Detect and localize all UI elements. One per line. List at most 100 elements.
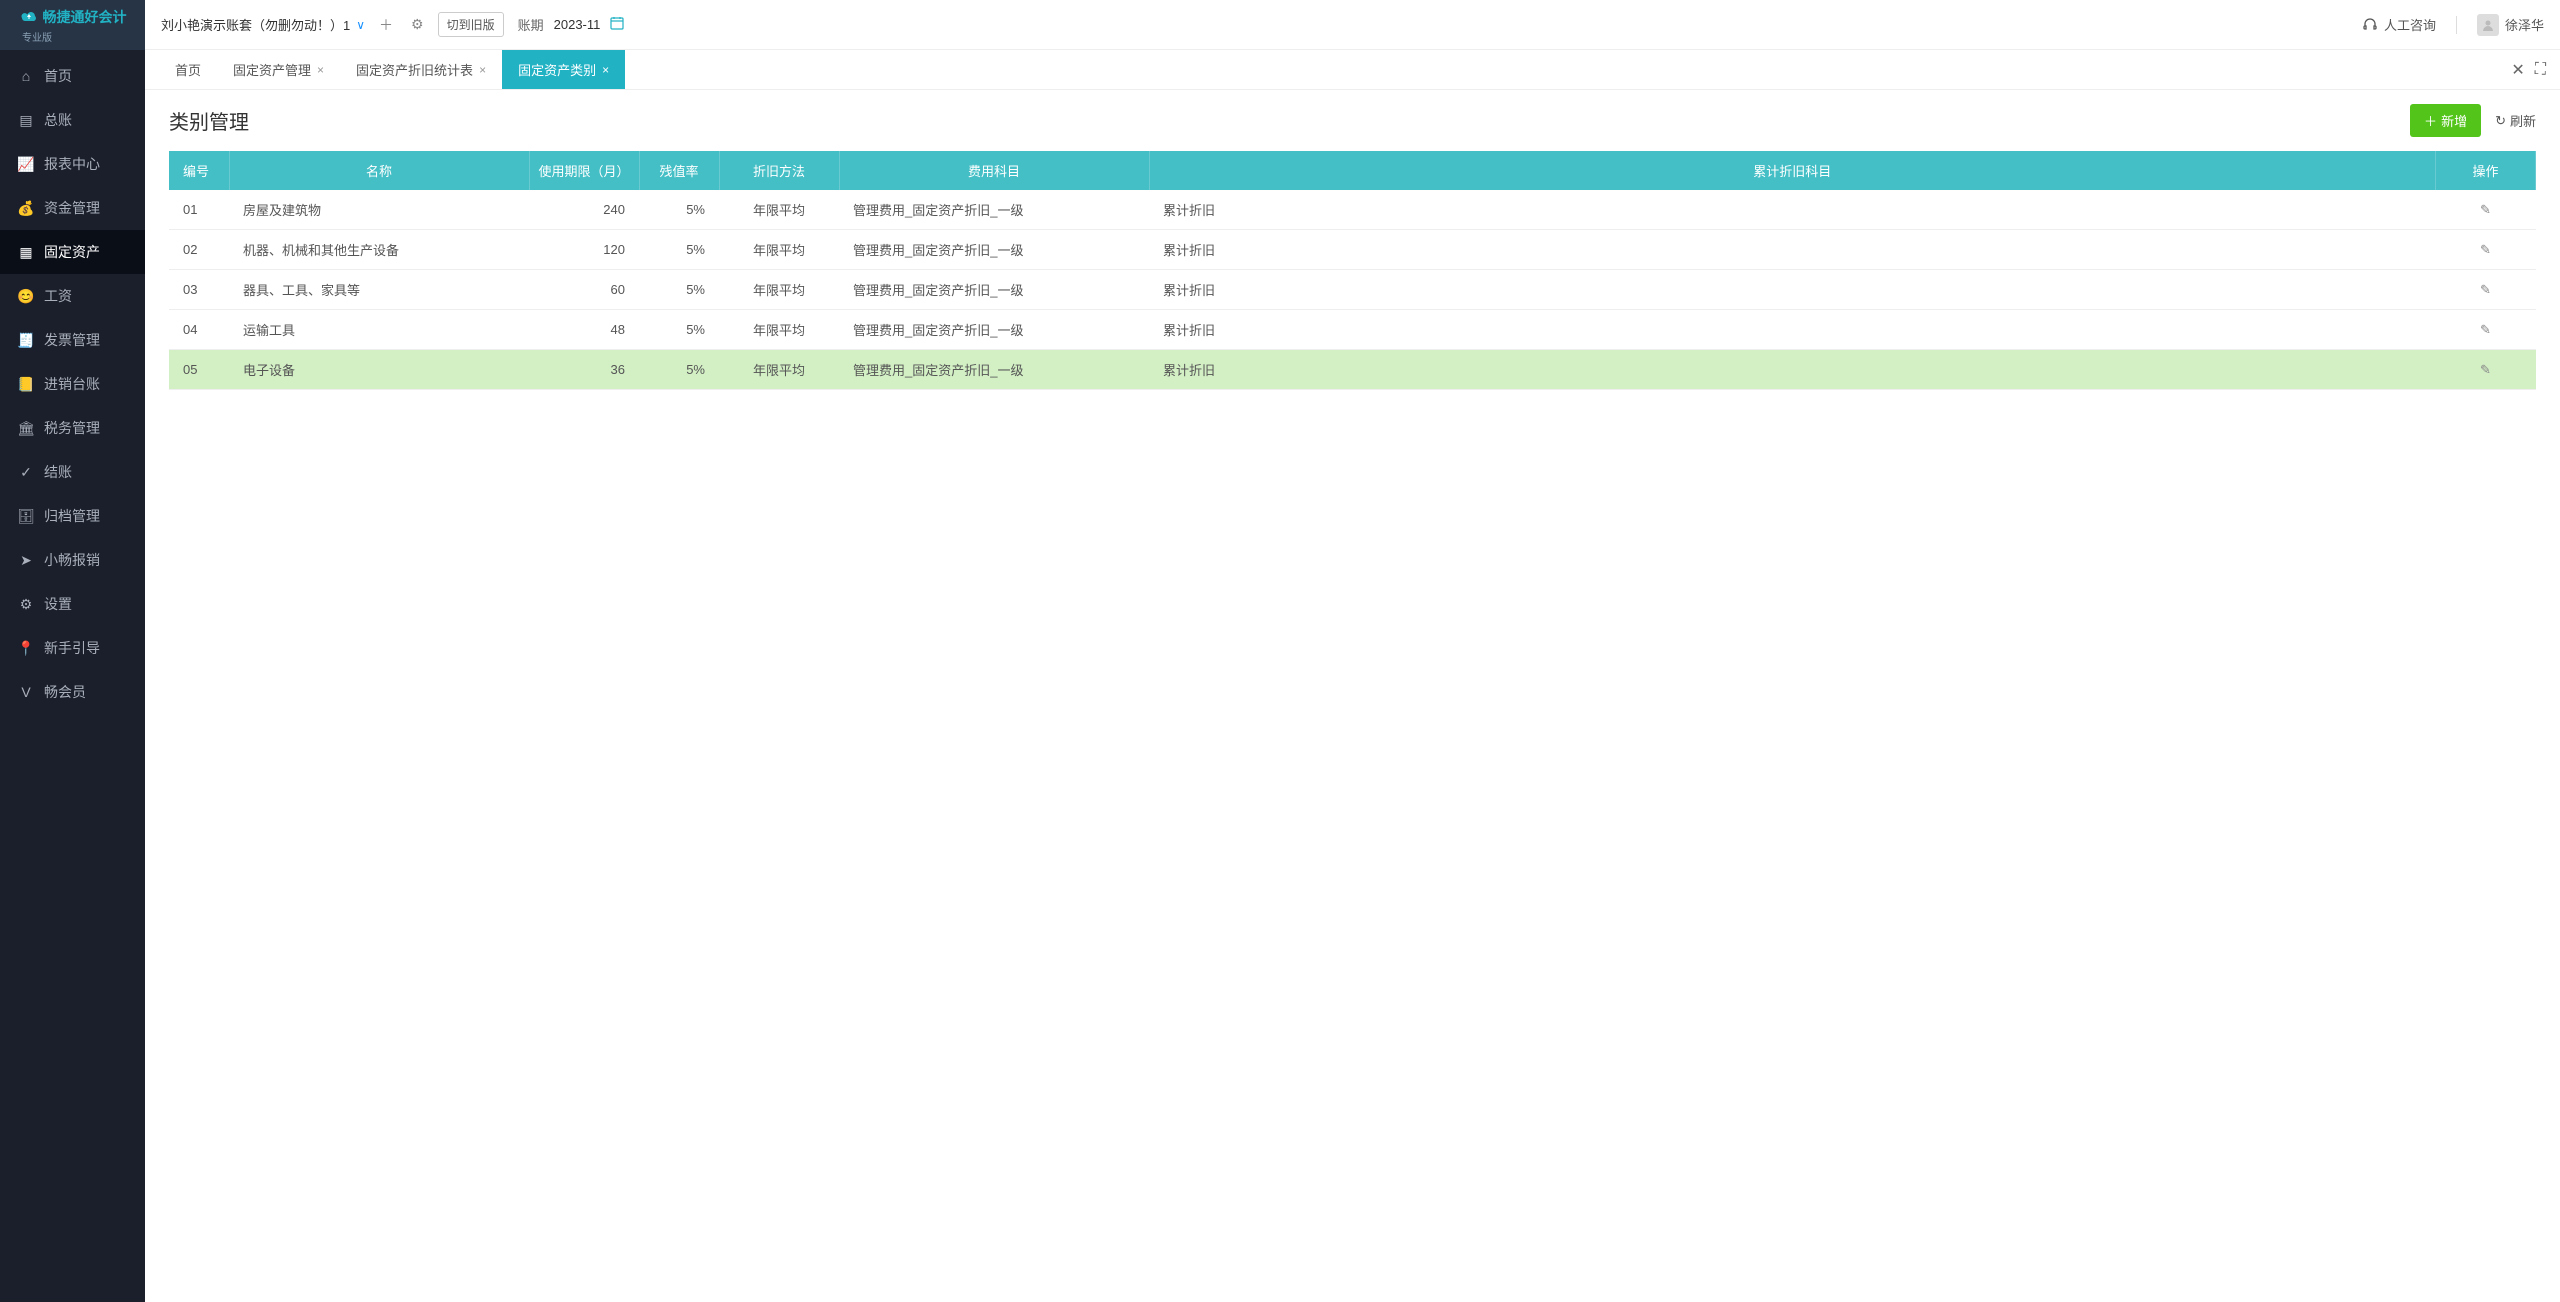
th-rate: 残值率	[639, 151, 719, 190]
close-all-icon[interactable]: ✕	[2511, 60, 2524, 80]
th-name: 名称	[229, 151, 529, 190]
sidebar-item[interactable]: 😊 工资	[0, 274, 145, 318]
cell-name: 房屋及建筑物	[229, 190, 529, 230]
sidebar-item-label: 新手引导	[44, 638, 100, 658]
close-icon[interactable]: ×	[602, 63, 609, 77]
gear-icon[interactable]: ⚙	[407, 12, 428, 37]
divider	[2456, 16, 2457, 34]
cell-cost: 管理费用_固定资产折旧_一级	[839, 270, 1149, 310]
sidebar-item[interactable]: ⚙设置	[0, 582, 145, 626]
sidebar-item[interactable]: 📍 新手引导	[0, 626, 145, 670]
nav-icon: ➤	[18, 552, 34, 568]
cell-rate: 5%	[639, 230, 719, 270]
edit-icon[interactable]: ✎	[2480, 322, 2491, 337]
nav-icon: 📍	[18, 640, 34, 656]
nav-icon: 📈	[18, 156, 34, 172]
brand-sub: 专业版	[22, 29, 52, 44]
cell-id: 02	[169, 230, 229, 270]
tab[interactable]: 固定资产管理×	[217, 50, 340, 89]
cell-method: 年限平均	[719, 350, 839, 390]
cell-method: 年限平均	[719, 190, 839, 230]
sidebar-item[interactable]: ➤ 小畅报销	[0, 538, 145, 582]
cell-rate: 5%	[639, 190, 719, 230]
sidebar-item[interactable]: 📒进销台账	[0, 362, 145, 406]
account-selector[interactable]: 刘小艳演示账套（勿删勿动！）1 ∨	[161, 15, 365, 34]
sidebar-item[interactable]: 🧾发票管理	[0, 318, 145, 362]
fullscreen-icon[interactable]: ⛶	[2535, 61, 2546, 79]
cell-cost: 管理费用_固定资产折旧_一级	[839, 230, 1149, 270]
nav-icon: ▤	[18, 112, 34, 128]
nav-icon: 🏛	[18, 420, 34, 436]
cell-method: 年限平均	[719, 230, 839, 270]
cell-op: ✎	[2436, 310, 2536, 350]
sidebar-item[interactable]: 💰资金管理	[0, 186, 145, 230]
cloud-icon	[19, 10, 39, 24]
cell-op: ✎	[2436, 270, 2536, 310]
sidebar-item-label: 小畅报销	[44, 550, 100, 570]
sidebar-item-label: 资金管理	[44, 198, 100, 218]
th-method: 折旧方法	[719, 151, 839, 190]
user-menu[interactable]: 徐泽华	[2477, 14, 2544, 36]
table-row[interactable]: 04运输工具485%年限平均管理费用_固定资产折旧_一级累计折旧✎	[169, 310, 2536, 350]
support-link[interactable]: 人工咨询	[2362, 15, 2436, 34]
cell-method: 年限平均	[719, 270, 839, 310]
table-row[interactable]: 05电子设备365%年限平均管理费用_固定资产折旧_一级累计折旧✎	[169, 350, 2536, 390]
cell-cost: 管理费用_固定资产折旧_一级	[839, 350, 1149, 390]
sidebar-item-label: 首页	[44, 66, 72, 86]
cell-op: ✎	[2436, 350, 2536, 390]
table-row[interactable]: 02机器、机械和其他生产设备1205%年限平均管理费用_固定资产折旧_一级累计折…	[169, 230, 2536, 270]
calendar-icon[interactable]	[610, 16, 624, 33]
cell-life: 60	[529, 270, 639, 310]
cell-dep: 累计折旧	[1149, 350, 2436, 390]
period-label: 账期	[518, 15, 544, 34]
cell-rate: 5%	[639, 270, 719, 310]
brand-name: 畅捷通好会计	[43, 7, 127, 27]
sidebar-item-label: 总账	[44, 110, 72, 130]
edit-icon[interactable]: ✎	[2480, 282, 2491, 297]
sidebar-item[interactable]: ✓结账	[0, 450, 145, 494]
edit-icon[interactable]: ✎	[2480, 242, 2491, 257]
nav-icon: ⌂	[18, 68, 34, 84]
close-icon[interactable]: ×	[479, 63, 486, 77]
edit-icon[interactable]: ✎	[2480, 202, 2491, 217]
sidebar-item[interactable]: 🏛税务管理	[0, 406, 145, 450]
page-title: 类别管理	[169, 106, 249, 135]
sidebar-item[interactable]: ▤ 总账	[0, 98, 145, 142]
tab[interactable]: 固定资产折旧统计表×	[340, 50, 502, 89]
sidebar-item-label: 设置	[44, 594, 72, 614]
close-icon[interactable]: ×	[317, 63, 324, 77]
refresh-button[interactable]: ↻ 刷新	[2495, 111, 2536, 130]
cell-id: 01	[169, 190, 229, 230]
nav: ⌂ 首页 ▤ 总账 📈报表中心💰资金管理▦固定资产 😊 工资 🧾发票管理📒进销台账🏛税务管理✓…	[0, 50, 145, 1302]
nav-icon: 🗄	[18, 508, 34, 524]
tab-label: 首页	[175, 60, 201, 79]
sidebar-item-label: 畅会员	[44, 682, 86, 702]
edit-icon[interactable]: ✎	[2480, 362, 2491, 377]
nav-icon: 😊	[18, 288, 34, 304]
th-life: 使用期限（月）	[529, 151, 639, 190]
sidebar-item[interactable]: ⌂ 首页	[0, 54, 145, 98]
cell-cost: 管理费用_固定资产折旧_一级	[839, 310, 1149, 350]
nav-icon: ▦	[18, 244, 34, 260]
table-row[interactable]: 01房屋及建筑物2405%年限平均管理费用_固定资产折旧_一级累计折旧✎	[169, 190, 2536, 230]
plus-icon[interactable]: ＋	[375, 11, 397, 39]
add-button[interactable]: ＋ 新增	[2410, 104, 2481, 137]
sidebar-item[interactable]: ▦固定资产	[0, 230, 145, 274]
sidebar-item[interactable]: 🗄归档管理	[0, 494, 145, 538]
switch-version-button[interactable]: 切到旧版	[438, 12, 504, 37]
cell-dep: 累计折旧	[1149, 270, 2436, 310]
chevron-down-icon: ∨	[356, 18, 365, 32]
sidebar-item[interactable]: 📈报表中心	[0, 142, 145, 186]
tab[interactable]: 首页	[159, 50, 217, 89]
support-label: 人工咨询	[2384, 15, 2436, 34]
sidebar-item[interactable]: V畅会员	[0, 670, 145, 714]
cell-name: 器具、工具、家具等	[229, 270, 529, 310]
sidebar-item-label: 工资	[44, 286, 72, 306]
cell-op: ✎	[2436, 190, 2536, 230]
table-row[interactable]: 03器具、工具、家具等605%年限平均管理费用_固定资产折旧_一级累计折旧✎	[169, 270, 2536, 310]
topbar: 刘小艳演示账套（勿删勿动！）1 ∨ ＋ ⚙ 切到旧版 账期 2023-11 人工…	[145, 0, 2560, 50]
tab[interactable]: 固定资产类别×	[502, 50, 625, 89]
cell-life: 240	[529, 190, 639, 230]
period-value[interactable]: 2023-11	[554, 17, 601, 32]
cell-name: 运输工具	[229, 310, 529, 350]
